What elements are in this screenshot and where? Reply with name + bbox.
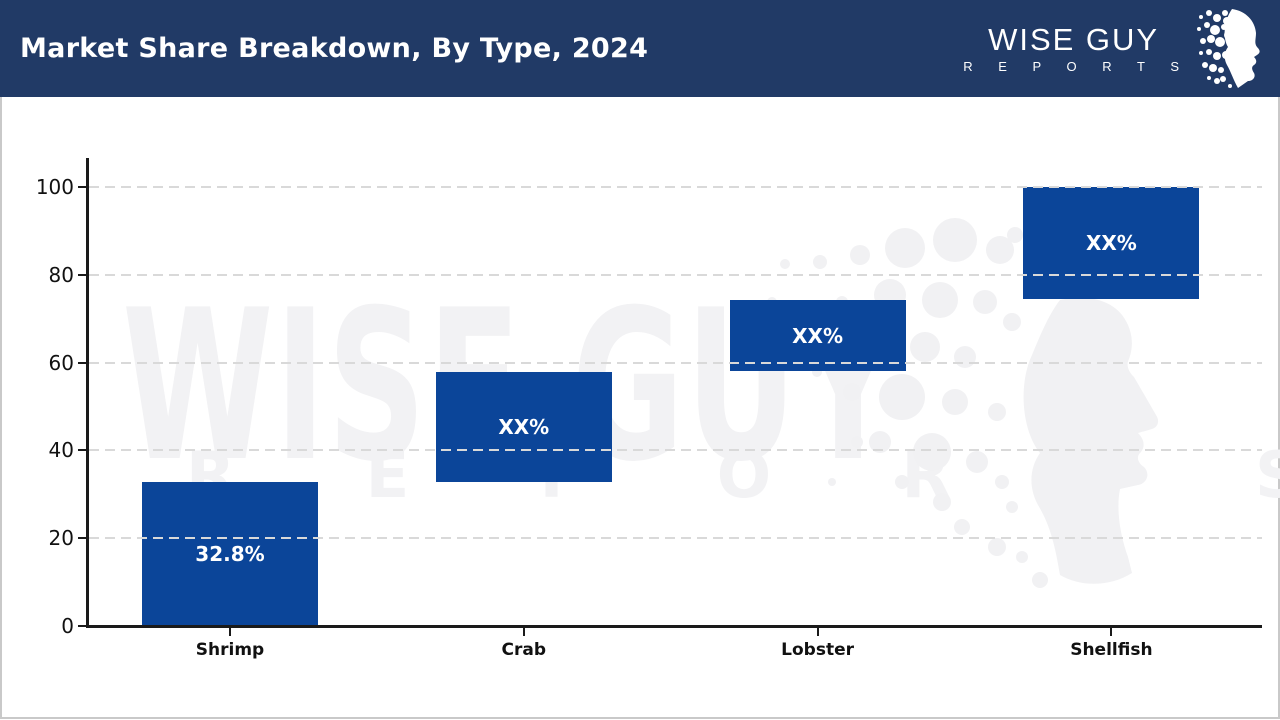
bar-shellfish: XX% — [1023, 187, 1200, 300]
x-axis-tick — [1110, 628, 1113, 636]
y-axis-tick-label: 0 — [61, 614, 74, 638]
bar-crab: XX% — [435, 372, 612, 482]
x-axis-category-label: Crab — [501, 640, 547, 660]
y-axis-tick — [78, 273, 86, 276]
brand-name: WISE GUY — [988, 22, 1160, 57]
y-axis-tick-label: 20 — [48, 526, 74, 551]
x-axis-tick — [229, 628, 231, 636]
gridline-y60 — [89, 361, 1262, 364]
x-axis-tick — [816, 628, 819, 636]
x-axis-category-label: Shellfish — [1070, 640, 1153, 660]
x-axis-tick — [522, 628, 525, 636]
bar-value-label: XX% — [1085, 231, 1137, 256]
y-axis-tick-label: 60 — [48, 350, 74, 375]
page-title: Market Share Breakdown, By Type, 2024 — [20, 33, 649, 64]
page-border-bottom — [0, 717, 1280, 719]
brand-logo-text: WISE GUY R E P O R T S — [957, 24, 1190, 73]
gridline-y80 — [89, 273, 1262, 276]
x-axis-line — [86, 625, 1262, 628]
y-axis-tick-label: 100 — [35, 175, 74, 199]
bar-shrimp: 32.8% — [142, 482, 318, 626]
brand-subname: R E P O R T S — [963, 59, 1190, 74]
gridline-y20 — [89, 537, 1262, 540]
brand-head-icon — [1197, 8, 1260, 88]
page-border-left — [0, 97, 2, 719]
y-axis-tick-label: 80 — [48, 262, 74, 287]
x-axis-category-label: Lobster — [781, 640, 855, 660]
y-axis-line — [86, 158, 89, 628]
page-border-right — [1278, 97, 1280, 719]
gridline-y40 — [89, 449, 1262, 452]
y-axis-tick-label: 40 — [48, 438, 74, 463]
y-axis-tick — [78, 537, 86, 540]
bar-value-label: 32.8% — [195, 541, 265, 566]
bar-value-label: XX% — [792, 323, 844, 348]
y-axis-tick — [78, 186, 86, 188]
y-axis-tick — [78, 625, 86, 627]
bar-lobster: XX% — [729, 300, 906, 372]
brand-logo: WISE GUY R E P O R T S — [957, 7, 1266, 91]
header-bar: Market Share Breakdown, By Type, 2024 WI… — [0, 0, 1280, 97]
bar-value-label: XX% — [498, 415, 550, 440]
y-axis-tick — [78, 361, 86, 364]
y-axis-tick — [78, 449, 86, 452]
x-axis-category-label: Shrimp — [195, 640, 265, 660]
gridline-y100 — [89, 186, 1262, 188]
